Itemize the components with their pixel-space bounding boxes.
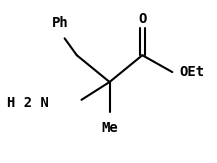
Text: H 2 N: H 2 N [7, 96, 49, 110]
Text: Ph: Ph [52, 15, 68, 30]
Text: Me: Me [101, 121, 118, 135]
Text: O: O [138, 12, 146, 26]
Text: OEt: OEt [180, 65, 205, 79]
